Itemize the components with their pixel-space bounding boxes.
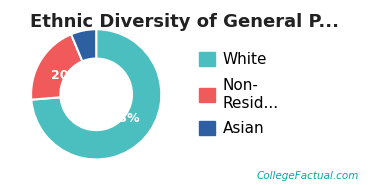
Text: Ethnic Diversity of General P...: Ethnic Diversity of General P... xyxy=(30,13,340,31)
Legend: White, Non-
Resid..., Asian: White, Non- Resid..., Asian xyxy=(194,46,285,142)
Text: CollegeFactual.com: CollegeFactual.com xyxy=(256,171,359,181)
Wedge shape xyxy=(71,29,96,61)
Wedge shape xyxy=(31,29,161,159)
Text: 20%: 20% xyxy=(51,70,81,83)
Text: 5.3%: 5.3% xyxy=(105,112,139,125)
Wedge shape xyxy=(31,34,83,100)
